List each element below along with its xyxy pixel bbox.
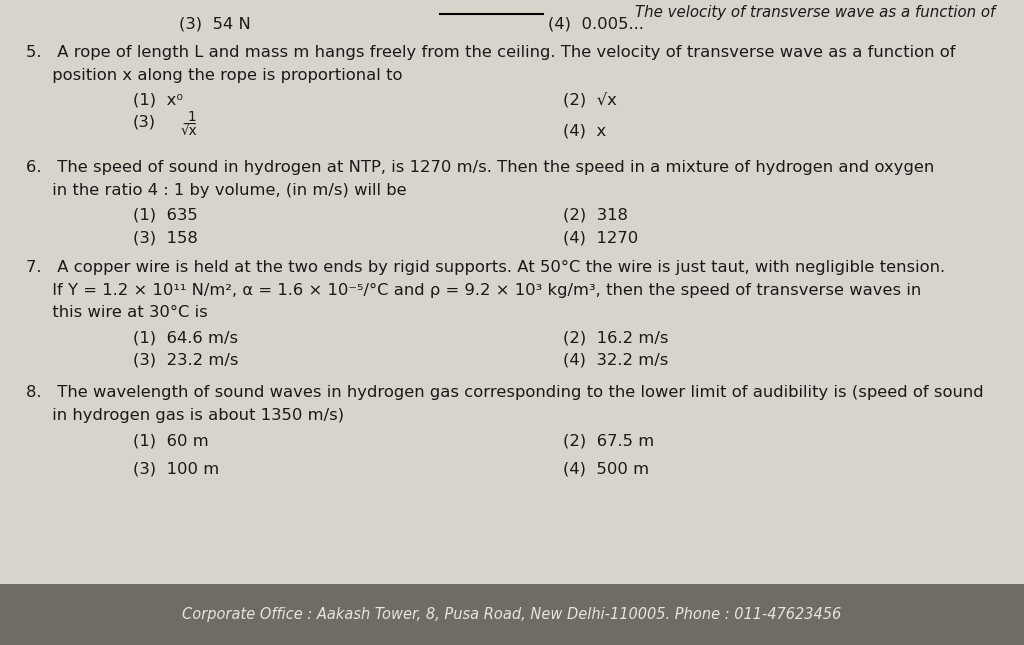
Text: (3)  100 m: (3) 100 m (133, 461, 219, 476)
Text: 7.   A copper wire is held at the two ends by rigid supports. At 50°C the wire i: 7. A copper wire is held at the two ends… (26, 260, 945, 275)
Text: (4)  0.005...: (4) 0.005... (548, 16, 644, 31)
Text: —: — (182, 117, 196, 132)
Text: Corporate Office : Aakash Tower, 8, Pusa Road, New Delhi-110005. Phone : 011-476: Corporate Office : Aakash Tower, 8, Pusa… (182, 607, 842, 622)
Text: (3): (3) (133, 115, 157, 130)
Text: (3)  158: (3) 158 (133, 230, 198, 245)
Text: (1)  60 m: (1) 60 m (133, 433, 209, 448)
Text: (1)  64.6 m/s: (1) 64.6 m/s (133, 330, 239, 345)
Text: in the ratio 4 : 1 by volume, (in m/s) will be: in the ratio 4 : 1 by volume, (in m/s) w… (26, 183, 407, 197)
Text: (4)  32.2 m/s: (4) 32.2 m/s (563, 353, 669, 368)
Text: in hydrogen gas is about 1350 m/s): in hydrogen gas is about 1350 m/s) (26, 408, 344, 422)
Text: (2)  67.5 m: (2) 67.5 m (563, 433, 654, 448)
Text: (4)  x: (4) x (563, 124, 606, 139)
Text: (2)  √x: (2) √x (563, 92, 617, 108)
Text: √x: √x (180, 124, 197, 139)
Text: (4)  500 m: (4) 500 m (563, 461, 649, 476)
Bar (0, 584, 1024, 645)
Text: 1: 1 (187, 110, 196, 124)
Text: 5.   A rope of length L and mass m hangs freely from the ceiling. The velocity o: 5. A rope of length L and mass m hangs f… (26, 45, 955, 60)
Text: The velocity of transverse wave as a function of: The velocity of transverse wave as a fun… (635, 5, 995, 19)
Text: position x along the rope is proportional to: position x along the rope is proportiona… (26, 68, 402, 83)
Text: this wire at 30°C is: this wire at 30°C is (26, 305, 207, 320)
Text: 6.   The speed of sound in hydrogen at NTP, is 1270 m/s. Then the speed in a mix: 6. The speed of sound in hydrogen at NTP… (26, 160, 934, 175)
Text: (2)  16.2 m/s: (2) 16.2 m/s (563, 330, 669, 345)
Text: (4)  1270: (4) 1270 (563, 230, 638, 245)
Text: (3)  23.2 m/s: (3) 23.2 m/s (133, 353, 239, 368)
Text: If Y = 1.2 × 10¹¹ N/m², α = 1.6 × 10⁻⁵/°C and ρ = 9.2 × 10³ kg/m³, then the spee: If Y = 1.2 × 10¹¹ N/m², α = 1.6 × 10⁻⁵/°… (26, 283, 921, 297)
Text: (3)  54 N: (3) 54 N (179, 16, 251, 31)
Text: (1)  x⁰: (1) x⁰ (133, 92, 183, 107)
Text: 8.   The wavelength of sound waves in hydrogen gas corresponding to the lower li: 8. The wavelength of sound waves in hydr… (26, 385, 983, 400)
Text: (2)  318: (2) 318 (563, 208, 628, 223)
Text: (1)  635: (1) 635 (133, 208, 198, 223)
